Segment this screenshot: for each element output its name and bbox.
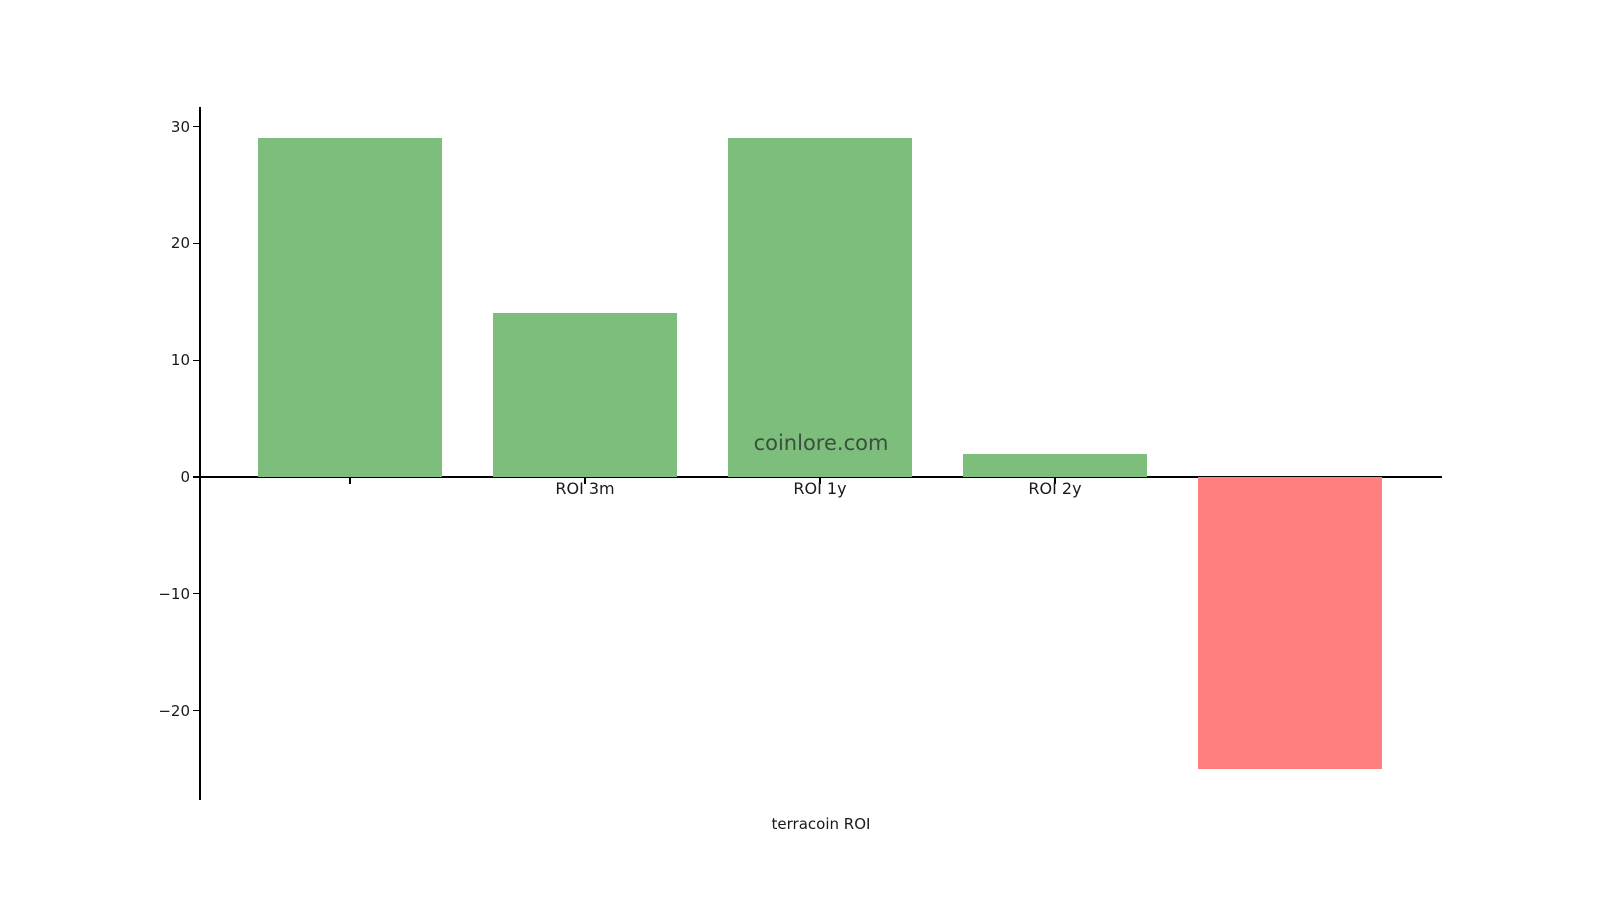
y-tick-mark	[193, 242, 200, 245]
y-tick-mark	[193, 359, 200, 361]
y-tick-label: −20	[158, 701, 190, 720]
bar-unlabeled-4	[1198, 477, 1382, 769]
bar-unlabeled-0	[258, 138, 442, 477]
y-axis	[199, 107, 201, 800]
x-tick-mark	[819, 477, 821, 484]
y-tick-label: 10	[170, 351, 190, 370]
x-tick-label: ROI 2y	[1028, 479, 1082, 498]
watermark-text: coinlore.com	[753, 431, 889, 455]
bar-roi-2y	[963, 453, 1147, 477]
y-tick-mark	[193, 709, 200, 712]
y-tick-label: 20	[170, 234, 190, 253]
x-tick-mark	[1054, 477, 1056, 484]
bar-roi-3m	[493, 313, 677, 477]
y-tick-label: 30	[170, 117, 190, 136]
y-tick-mark	[193, 476, 200, 478]
y-tick-label: 0	[180, 468, 190, 486]
y-tick-label: −10	[158, 584, 190, 603]
y-tick-mark	[193, 593, 200, 595]
x-axis-label: terracoin ROI	[771, 815, 871, 833]
x-tick-label: ROI 3m	[555, 479, 615, 498]
x-tick-label: ROI 1y	[793, 479, 847, 498]
x-tick-mark	[584, 477, 586, 484]
y-tick-mark	[193, 125, 200, 128]
bar-roi-1y	[728, 138, 912, 477]
x-tick-mark	[349, 477, 351, 484]
